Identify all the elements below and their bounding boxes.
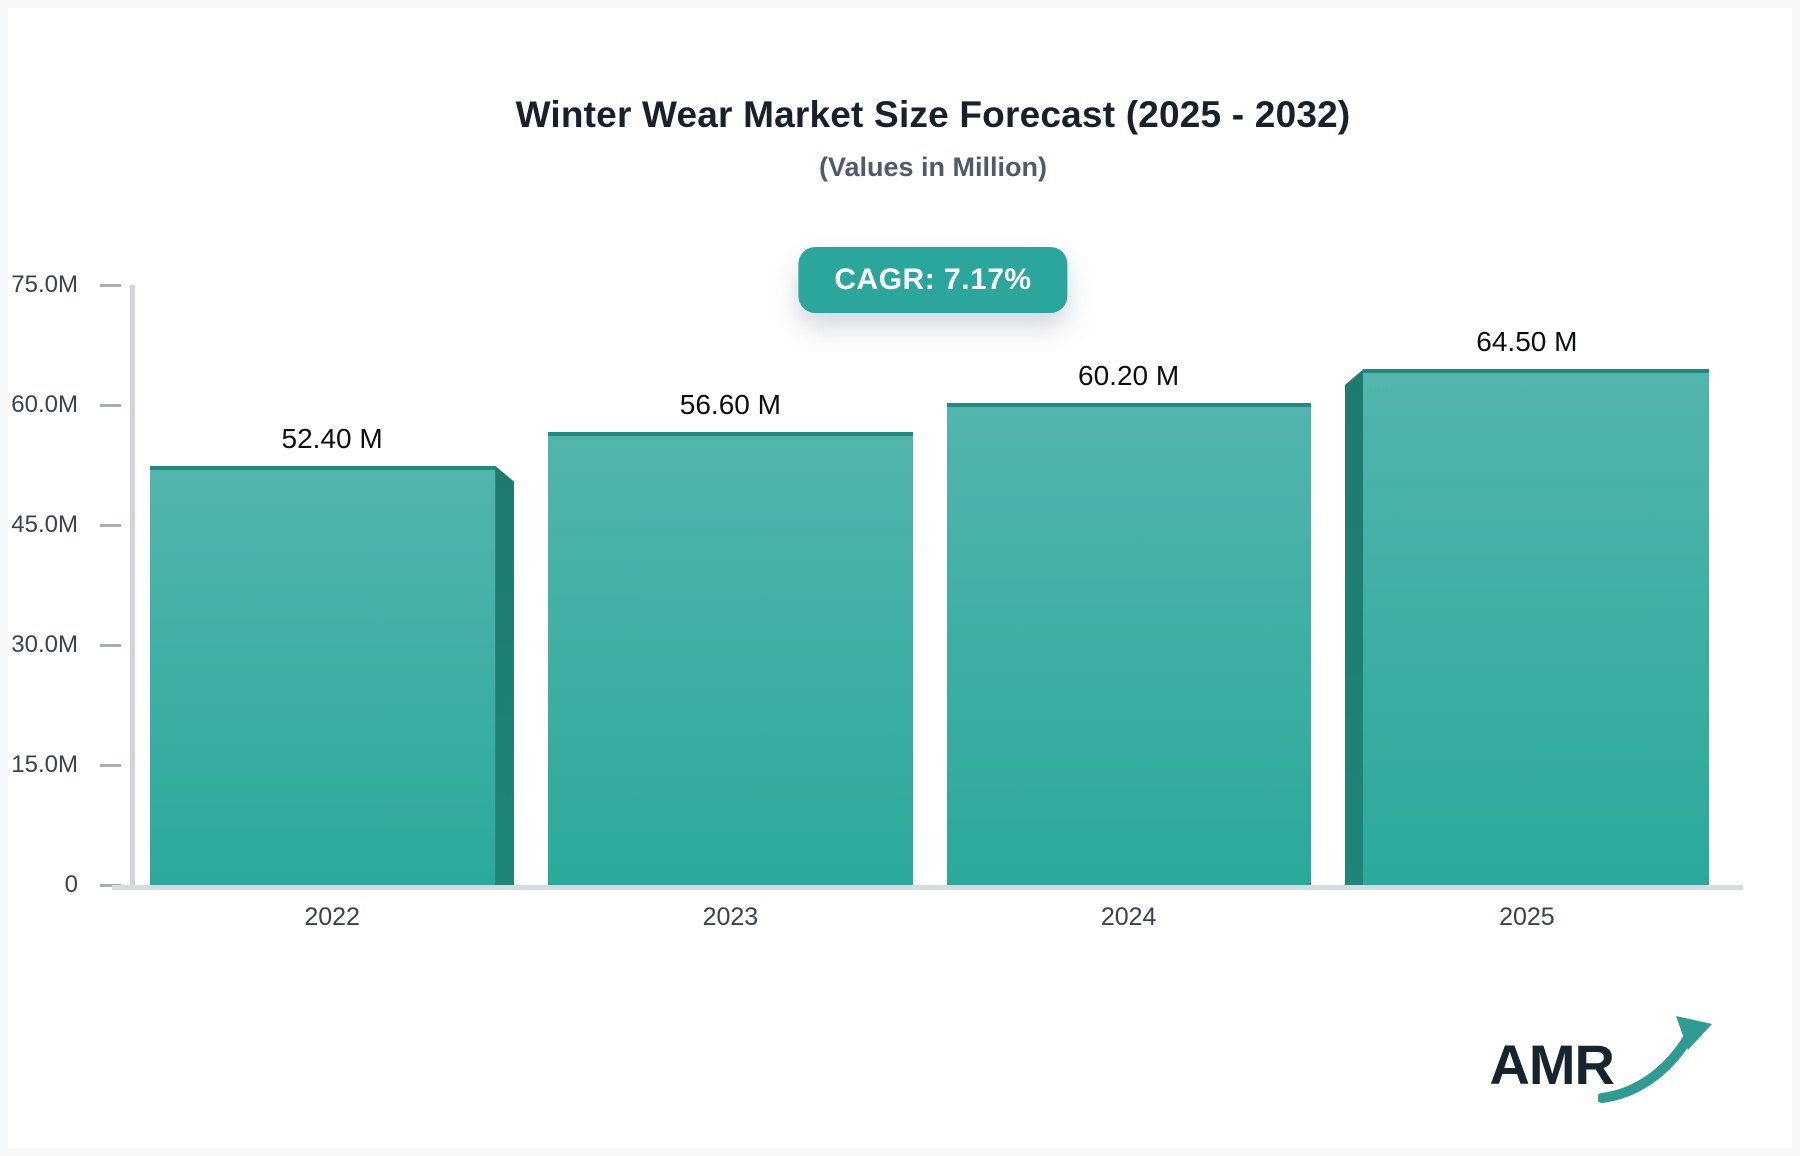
tick-mark	[100, 644, 121, 647]
bars-container: 52.40 M 2022 56.60 M 2023 60.20 M	[130, 285, 1735, 931]
chart-card: Winter Wear Market Size Forecast (2025 -…	[8, 8, 1792, 1148]
bar-2024	[946, 403, 1311, 885]
amr-logo: AMR	[1489, 1012, 1718, 1103]
y-axis-line	[130, 285, 135, 885]
bar-face	[946, 403, 1311, 885]
x-tick-label: 2022	[304, 903, 360, 931]
tick-mark	[100, 284, 121, 287]
bar-value-label: 60.20 M	[1078, 360, 1180, 392]
bar-group-2025: 64.50 M 2025	[1344, 285, 1709, 931]
chart-header: Winter Wear Market Size Forecast (2025 -…	[8, 94, 1792, 183]
y-tick-label: 15.0M	[11, 751, 78, 778]
y-tick-label: 45.0M	[11, 511, 78, 538]
bar-value-label: 64.50 M	[1476, 326, 1578, 357]
tick-mark	[100, 764, 121, 767]
chart-subtitle: (Values in Million)	[818, 152, 1048, 182]
y-tick-label: 30.0M	[11, 631, 78, 658]
bar-2023	[548, 432, 913, 885]
x-axis-line	[112, 885, 1743, 890]
bar-3d-side	[1344, 369, 1364, 885]
bar-face	[150, 465, 497, 885]
cagr-badge: CAGR: 7.17%	[798, 247, 1068, 313]
x-tick-label: 2023	[702, 903, 759, 931]
bar-2025	[1344, 369, 1709, 885]
x-tick-label: 2025	[1499, 903, 1555, 931]
bar-group-2024: 60.20 M 2024	[946, 285, 1311, 931]
bar-group-2023: 56.60 M 2023	[548, 285, 913, 931]
tick-mark	[100, 884, 121, 887]
bar-face	[548, 432, 913, 885]
bar-value-label: 52.40 M	[281, 422, 383, 454]
bar-value-label: 56.60 M	[679, 389, 781, 421]
growth-arrow-icon	[1598, 1016, 1712, 1103]
bar-2022	[150, 465, 515, 885]
y-tick-label: 60.0M	[11, 391, 78, 418]
amr-logo-text: AMR	[1489, 1032, 1615, 1096]
x-tick-label: 2024	[1100, 903, 1157, 931]
tick-mark	[100, 404, 121, 407]
bar-3d-side	[495, 465, 515, 885]
y-tick-label: 0	[64, 871, 78, 898]
chart-title: Winter Wear Market Size Forecast (2025 -…	[515, 94, 1351, 135]
tick-mark	[100, 524, 121, 527]
y-tick-label: 75.0M	[11, 271, 78, 298]
plot-area: 75.0M 60.0M 45.0M 30.0M 15.0M 0 52.40 M	[11, 271, 1743, 931]
bar-face	[1362, 369, 1709, 885]
bar-group-2022: 52.40 M 2022	[150, 285, 515, 931]
